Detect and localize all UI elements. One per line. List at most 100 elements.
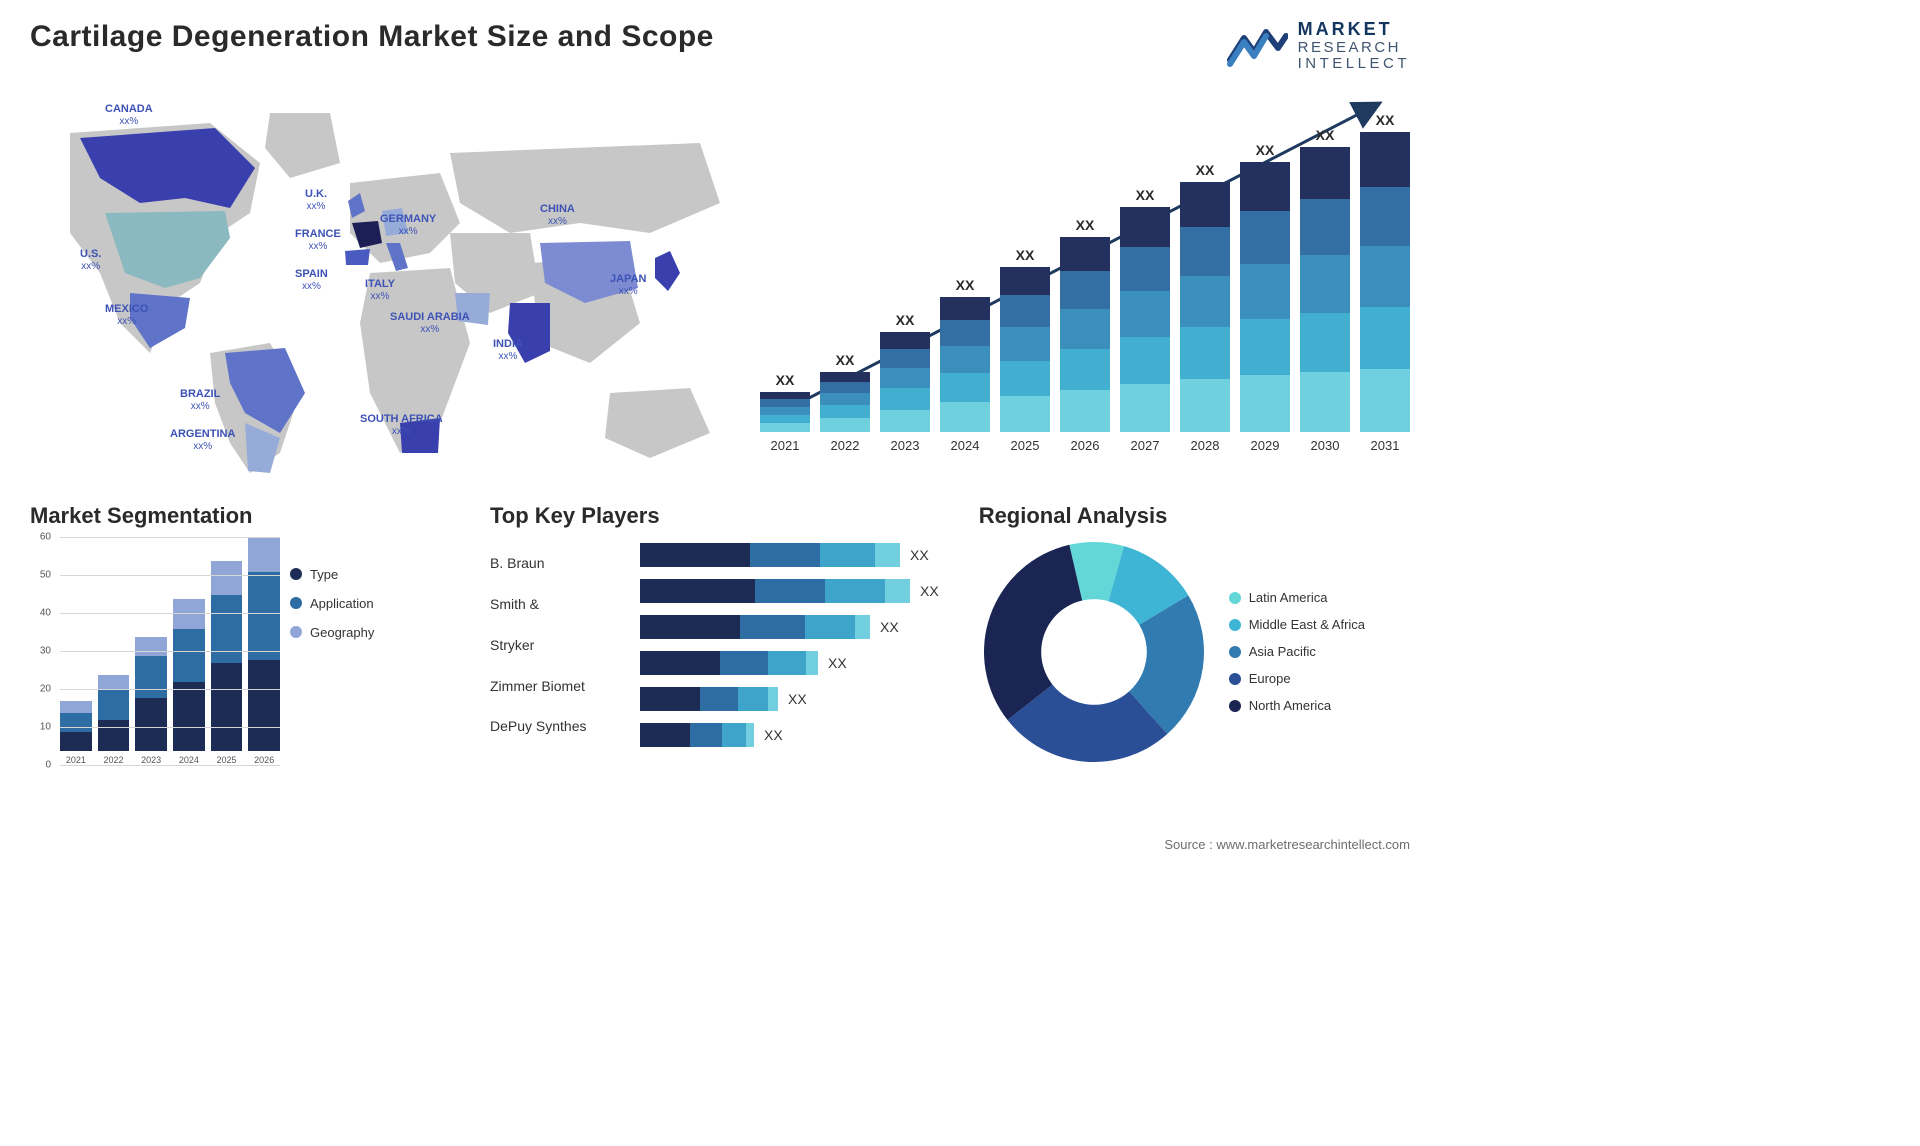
players-labels: B. BraunSmith &StrykerZimmer BiometDePuy… xyxy=(490,537,620,747)
segmentation-ytick: 60 xyxy=(40,531,51,542)
player-row: XX xyxy=(640,615,939,639)
regional-legend-item: Asia Pacific xyxy=(1229,644,1365,659)
player-value-label: XX xyxy=(920,583,939,599)
segmentation-xlabel: 2021 xyxy=(66,755,86,765)
segmentation-seg xyxy=(98,675,130,690)
segmentation-seg xyxy=(60,701,92,712)
segmentation-legend-item: Application xyxy=(290,596,450,611)
map-label-mexico: MEXICOxx% xyxy=(105,303,148,328)
growth-seg xyxy=(1060,271,1110,309)
player-bar-seg xyxy=(805,615,855,639)
players-title: Top Key Players xyxy=(490,503,939,529)
segmentation-seg xyxy=(60,713,92,732)
map-label-argentina: ARGENTINAxx% xyxy=(170,428,235,453)
logo-line3: INTELLECT xyxy=(1298,56,1410,73)
logo-line2: RESEARCH xyxy=(1298,40,1410,57)
growth-seg xyxy=(1060,390,1110,432)
growth-xlabel: 2027 xyxy=(1131,438,1160,453)
player-name: DePuy Synthes xyxy=(490,718,620,734)
players-bars: XXXXXXXXXXXX xyxy=(640,537,939,747)
growth-value-label: XX xyxy=(956,277,975,293)
growth-chart-panel: XX2021XX2022XX2023XX2024XX2025XX2026XX20… xyxy=(750,93,1410,483)
segmentation-chart: 0102030405060 202120222023202420252026 T… xyxy=(30,537,450,787)
player-bar-seg xyxy=(755,579,825,603)
growth-col-2022: XX2022 xyxy=(820,352,870,453)
segmentation-seg xyxy=(173,599,205,629)
segmentation-seg xyxy=(173,682,205,750)
growth-seg xyxy=(760,392,810,399)
growth-seg xyxy=(1000,327,1050,361)
growth-seg xyxy=(1120,291,1170,337)
growth-seg xyxy=(940,297,990,320)
growth-value-label: XX xyxy=(1076,217,1095,233)
growth-seg xyxy=(760,423,810,432)
growth-seg xyxy=(1240,264,1290,319)
segmentation-legend-item: Type xyxy=(290,567,450,582)
growth-seg xyxy=(1180,182,1230,227)
map-label-china: CHINAxx% xyxy=(540,203,575,228)
player-row: XX xyxy=(640,579,939,603)
player-bar-seg xyxy=(750,543,820,567)
growth-value-label: XX xyxy=(836,352,855,368)
segmentation-legend: Type Application Geography xyxy=(290,567,450,640)
growth-value-label: XX xyxy=(1136,187,1155,203)
segmentation-seg xyxy=(173,629,205,682)
segmentation-seg xyxy=(135,656,167,698)
segmentation-gridline xyxy=(60,651,280,652)
player-name: B. Braun xyxy=(490,555,620,571)
growth-seg xyxy=(1360,187,1410,246)
segmentation-ytick: 10 xyxy=(40,721,51,732)
regional-legend-item: North America xyxy=(1229,698,1365,713)
growth-seg xyxy=(1120,247,1170,291)
growth-value-label: XX xyxy=(1316,127,1335,143)
segmentation-seg xyxy=(211,595,243,663)
segmentation-seg xyxy=(135,698,167,751)
segmentation-seg xyxy=(211,561,243,595)
growth-seg xyxy=(1000,295,1050,327)
growth-col-2026: XX2026 xyxy=(1060,217,1110,453)
growth-seg xyxy=(760,415,810,423)
growth-seg xyxy=(1300,372,1350,432)
player-value-label: XX xyxy=(828,655,847,671)
player-value-label: XX xyxy=(788,691,807,707)
player-bar-seg xyxy=(885,579,910,603)
legend-label: Asia Pacific xyxy=(1249,644,1316,659)
player-bar-seg xyxy=(640,723,690,747)
segmentation-legend-item: Geography xyxy=(290,625,450,640)
player-bar-seg xyxy=(640,579,755,603)
growth-value-label: XX xyxy=(1016,247,1035,263)
player-bar-seg xyxy=(820,543,875,567)
growth-seg xyxy=(880,332,930,349)
segmentation-col-2025: 2025 xyxy=(211,561,243,765)
growth-seg xyxy=(820,405,870,418)
growth-seg xyxy=(1180,327,1230,379)
growth-seg xyxy=(1360,369,1410,432)
growth-col-2030: XX 2030 xyxy=(1300,127,1350,453)
growth-seg xyxy=(940,402,990,432)
growth-xlabel: 2030 xyxy=(1311,438,1340,453)
players-body: B. BraunSmith &StrykerZimmer BiometDePuy… xyxy=(490,537,939,747)
legend-dot-icon xyxy=(290,626,302,638)
growth-value-label: XX xyxy=(896,312,915,328)
player-bar-seg xyxy=(806,651,818,675)
legend-dot-icon xyxy=(1229,700,1241,712)
player-bar-seg xyxy=(640,687,700,711)
growth-xlabel: 2031 xyxy=(1371,438,1400,453)
growth-seg xyxy=(940,346,990,373)
player-bar-seg xyxy=(640,651,720,675)
growth-seg xyxy=(940,373,990,402)
segmentation-col-2023: 2023 xyxy=(135,637,167,765)
growth-col-2024: XX2024 xyxy=(940,277,990,453)
page-title: Cartilage Degeneration Market Size and S… xyxy=(30,20,714,54)
map-label-spain: SPAINxx% xyxy=(295,268,328,293)
growth-seg xyxy=(820,382,870,393)
map-label-germany: GERMANYxx% xyxy=(380,213,436,238)
legend-dot-icon xyxy=(290,568,302,580)
growth-col-2027: XX 2027 xyxy=(1120,187,1170,453)
logo-text: MARKET RESEARCH INTELLECT xyxy=(1298,20,1410,73)
legend-label: Type xyxy=(310,567,338,582)
map-label-u-k-: U.K.xx% xyxy=(305,188,327,213)
legend-label: Application xyxy=(310,596,374,611)
segmentation-seg xyxy=(60,732,92,751)
growth-seg xyxy=(1180,227,1230,276)
